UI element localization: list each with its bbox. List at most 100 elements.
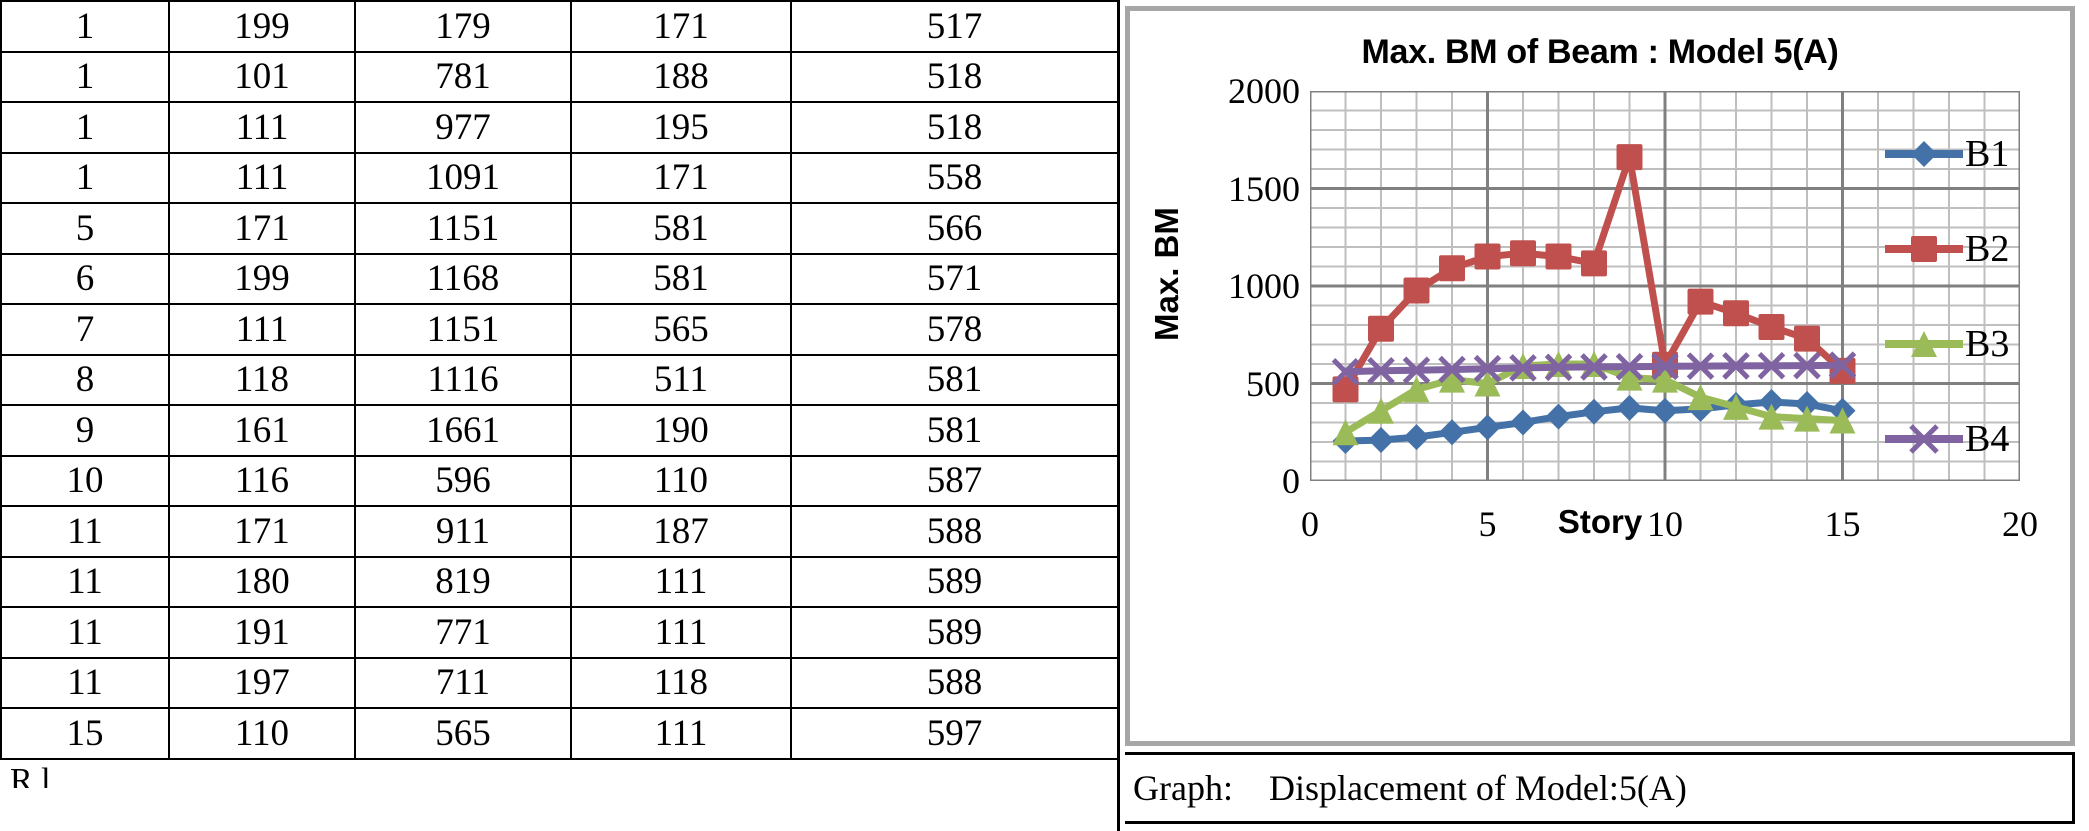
table-cell: 101: [168, 50, 356, 103]
table-cell: 597: [790, 707, 1119, 760]
table-row: 11 191 771 111 589: [0, 606, 1119, 659]
legend-label: B2: [1965, 227, 2010, 270]
table-cell: 781: [354, 50, 572, 103]
legend-swatch: [1885, 423, 1963, 454]
table-row: 11 171 911 187 588: [0, 505, 1119, 558]
table-row: 1 199 179 171 517: [0, 0, 1119, 53]
table-cell: 11: [0, 555, 170, 608]
table-cell: 581: [790, 404, 1119, 457]
table-cell: 171: [168, 505, 356, 558]
table-row: 11 197 711 118 588: [0, 656, 1119, 709]
table-cell: 819: [354, 555, 572, 608]
table-cell: 199: [168, 0, 356, 53]
table-cell: 565: [354, 707, 572, 760]
table-cell: 1151: [354, 303, 572, 356]
figure-caption: Graph: Displacement of Model:5(A): [1125, 752, 2075, 824]
table-cell: 1661: [354, 404, 572, 457]
x-tick-label: 20: [2002, 504, 2038, 544]
table-cell: 581: [790, 353, 1119, 406]
y-axis-ticks: 0 500 1000 1500 2000: [1170, 11, 1300, 741]
table-cell: 171: [168, 202, 356, 255]
table-row: 9 161 1661 190 581: [0, 404, 1119, 457]
table-cell: 11: [0, 656, 170, 709]
legend-item-b3[interactable]: B3: [1885, 296, 2060, 391]
table-cell: 10: [0, 454, 170, 507]
caption-text: Displacement of Model:5(A): [1268, 768, 1687, 808]
table-cell: 111: [570, 555, 792, 608]
chart-frame: Max. BM of Beam : Model 5(A) Max. BM 0 50…: [1125, 6, 2075, 746]
table-cell: 179: [354, 0, 572, 53]
table-row: 15 110 565 111 597: [0, 707, 1119, 760]
table-row: 10 116 596 110 587: [0, 454, 1119, 507]
table-cell: 565: [570, 303, 792, 356]
table-cell: 977: [354, 101, 572, 154]
table-cell: 180: [168, 555, 356, 608]
table-cell: 711: [354, 656, 572, 709]
table-footer-text: R l: [10, 761, 51, 788]
table-cell: 6: [0, 252, 170, 305]
table-cell: 1091: [354, 151, 572, 204]
table-cell: 111: [168, 151, 356, 204]
table-cell: 5: [0, 202, 170, 255]
table-cell: 191: [168, 606, 356, 659]
caption-key: Graph:: [1133, 768, 1233, 808]
table-row: 1 111 1091 171 558: [0, 151, 1119, 204]
table-cell: 571: [790, 252, 1119, 305]
cross-marker-icon: [1909, 423, 1939, 454]
table-cell: 171: [570, 151, 792, 204]
results-table: 1 199 179 171 517 1 101 781 188 518 1 111 977 195 518 1…: [0, 0, 1119, 760]
y-tick-label: 1500: [1228, 168, 1300, 209]
data-table-panel: 1 199 179 171 517 1 101 781 188 518 1 111 977 195 518 1…: [0, 0, 1119, 788]
table-cell: 171: [570, 0, 792, 53]
table-row: 11 180 819 111 589: [0, 555, 1119, 608]
table-cell: 511: [570, 353, 792, 406]
y-tick-label: 1000: [1228, 266, 1300, 306]
legend-label: B3: [1965, 322, 2010, 365]
triangle-marker-icon: [1911, 330, 1937, 357]
table-cell: 111: [570, 707, 792, 760]
legend-swatch: [1885, 235, 1963, 262]
table-cell: 11: [0, 505, 170, 558]
square-marker-icon: [1911, 235, 1937, 262]
table-cell: 8: [0, 353, 170, 406]
table-cell: 517: [790, 0, 1119, 53]
legend-item-b1[interactable]: B1: [1885, 106, 2060, 201]
chart-legend: B1 B2 B3 B4: [1885, 106, 2060, 486]
table-row: 6 199 1168 581 571: [0, 252, 1119, 305]
table-cell: 15: [0, 707, 170, 760]
table-cell: 195: [570, 101, 792, 154]
table-cell: 118: [570, 656, 792, 709]
legend-item-b4[interactable]: B4: [1885, 391, 2060, 486]
table-cell: 518: [790, 101, 1119, 154]
table-cell: 596: [354, 454, 572, 507]
x-tick-label: 10: [1647, 504, 1683, 544]
table-cell: 589: [790, 555, 1119, 608]
table-cell: 11: [0, 606, 170, 659]
table-cell: 911: [354, 505, 572, 558]
x-tick-label: 15: [1824, 504, 1861, 544]
chart-title: Max. BM of Beam : Model 5(A): [1361, 33, 1839, 71]
table-cell: 199: [168, 252, 356, 305]
table-cell: 588: [790, 505, 1119, 558]
table-cell: 518: [790, 50, 1119, 103]
x-tick-label: 0: [1301, 504, 1319, 544]
table-cell: 578: [790, 303, 1119, 356]
table-cell: 111: [168, 303, 356, 356]
table-cell: 190: [570, 404, 792, 457]
diamond-marker-icon: [1911, 140, 1937, 167]
table-cell: 1: [0, 151, 170, 204]
table-cell: 581: [570, 202, 792, 255]
table-cell: 118: [168, 353, 356, 406]
table-cell: 1151: [354, 202, 572, 255]
table-cell: 566: [790, 202, 1119, 255]
table-cell: 7: [0, 303, 170, 356]
legend-label: B1: [1965, 132, 2010, 175]
table-cell: 1168: [354, 252, 572, 305]
y-tick-label: 0: [1282, 461, 1300, 501]
x-axis-label: Story: [1557, 503, 1643, 540]
x-axis-ticks: 0 5 10 15 20: [1301, 503, 2038, 553]
table-cell: 588: [790, 656, 1119, 709]
legend-item-b2[interactable]: B2: [1885, 201, 2060, 296]
table-row: 5 171 1151 581 566: [0, 202, 1119, 255]
